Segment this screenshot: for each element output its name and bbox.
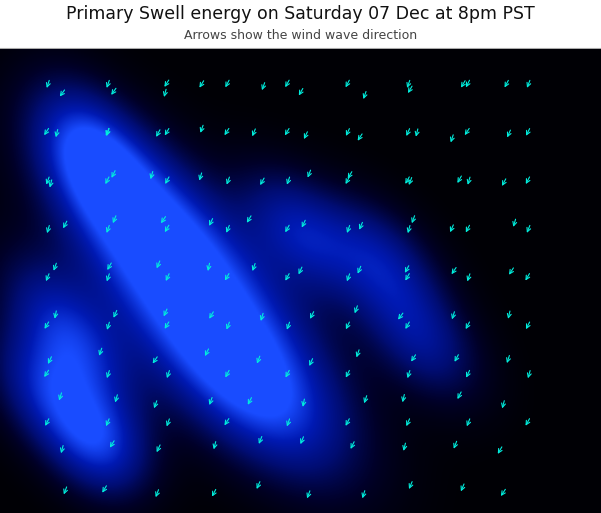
Text: Primary Swell energy on Saturday 07 Dec at 8pm PST: Primary Swell energy on Saturday 07 Dec … [66,5,535,23]
Text: Arrows show the wind wave direction: Arrows show the wind wave direction [184,29,417,42]
